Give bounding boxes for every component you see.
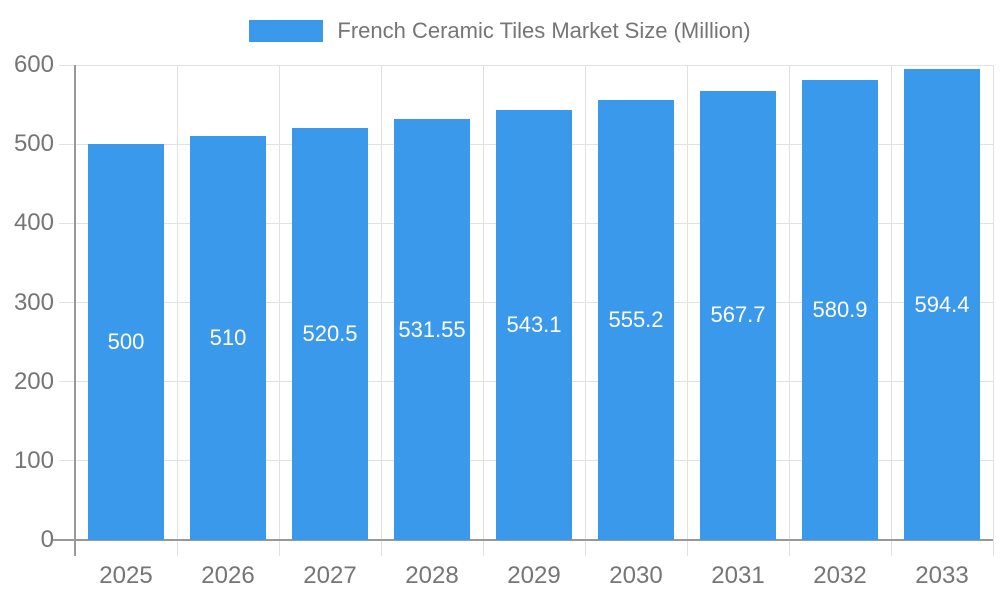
bar-2029[interactable] bbox=[496, 110, 572, 540]
y-axis-tick-label: 500 bbox=[13, 130, 54, 158]
bar-value-label: 531.55 bbox=[398, 316, 466, 342]
gridline-vertical bbox=[686, 65, 688, 556]
x-axis-tick-label: 2028 bbox=[405, 562, 459, 589]
legend-swatch bbox=[249, 20, 324, 42]
y-axis-tick-label: 100 bbox=[13, 446, 54, 474]
bar-2032[interactable] bbox=[802, 80, 878, 540]
gridline-vertical bbox=[584, 65, 586, 556]
bar-value-label: 543.1 bbox=[506, 312, 562, 338]
y-axis-line bbox=[74, 65, 76, 556]
gridline-vertical bbox=[482, 65, 484, 556]
bar-value-label: 555.2 bbox=[608, 307, 664, 333]
x-axis-tick-label: 2026 bbox=[201, 562, 255, 589]
legend-label: French Ceramic Tiles Market Size (Millio… bbox=[337, 18, 751, 43]
bar-2026[interactable] bbox=[190, 136, 266, 540]
gridline-vertical bbox=[278, 65, 280, 556]
y-axis-tick-label: 600 bbox=[13, 51, 54, 78]
gridline-horizontal bbox=[59, 64, 993, 66]
bar-2027[interactable] bbox=[292, 127, 368, 540]
bar-value-label: 567.7 bbox=[710, 302, 766, 328]
y-axis-tick-label: 200 bbox=[13, 367, 54, 395]
y-axis-tick-label: 300 bbox=[13, 288, 54, 316]
gridline-vertical bbox=[788, 65, 790, 556]
gridline-vertical bbox=[890, 65, 892, 556]
bar-value-label: 580.9 bbox=[812, 297, 868, 323]
bar-2028[interactable] bbox=[394, 119, 470, 540]
bar-2031[interactable] bbox=[700, 90, 776, 540]
bar-2030[interactable] bbox=[598, 100, 674, 540]
x-axis-tick-label: 2030 bbox=[609, 562, 663, 589]
gridline-vertical bbox=[176, 65, 178, 556]
bar-2025[interactable] bbox=[88, 144, 164, 540]
bar-value-label: 510 bbox=[209, 325, 247, 351]
y-axis-tick-label: 0 bbox=[40, 526, 54, 553]
x-axis-tick-label: 2029 bbox=[507, 562, 561, 589]
x-axis-line bbox=[53, 539, 993, 541]
y-axis-tick-label: 400 bbox=[13, 209, 54, 237]
x-axis-tick-label: 2032 bbox=[813, 562, 867, 589]
bar-2033[interactable] bbox=[904, 69, 980, 540]
gridline-vertical bbox=[380, 65, 382, 556]
bar-value-label: 520.5 bbox=[302, 320, 358, 346]
x-axis-tick-label: 2027 bbox=[303, 562, 357, 589]
x-axis-tick-label: 2025 bbox=[99, 562, 153, 589]
bar-value-label: 594.4 bbox=[914, 291, 970, 317]
x-axis-tick-label: 2033 bbox=[915, 562, 969, 589]
gridline-vertical bbox=[992, 65, 994, 556]
x-axis-tick-label: 2031 bbox=[711, 562, 765, 589]
legend[interactable]: French Ceramic Tiles Market Size (Millio… bbox=[0, 16, 1000, 46]
bar-value-label: 500 bbox=[107, 329, 145, 355]
